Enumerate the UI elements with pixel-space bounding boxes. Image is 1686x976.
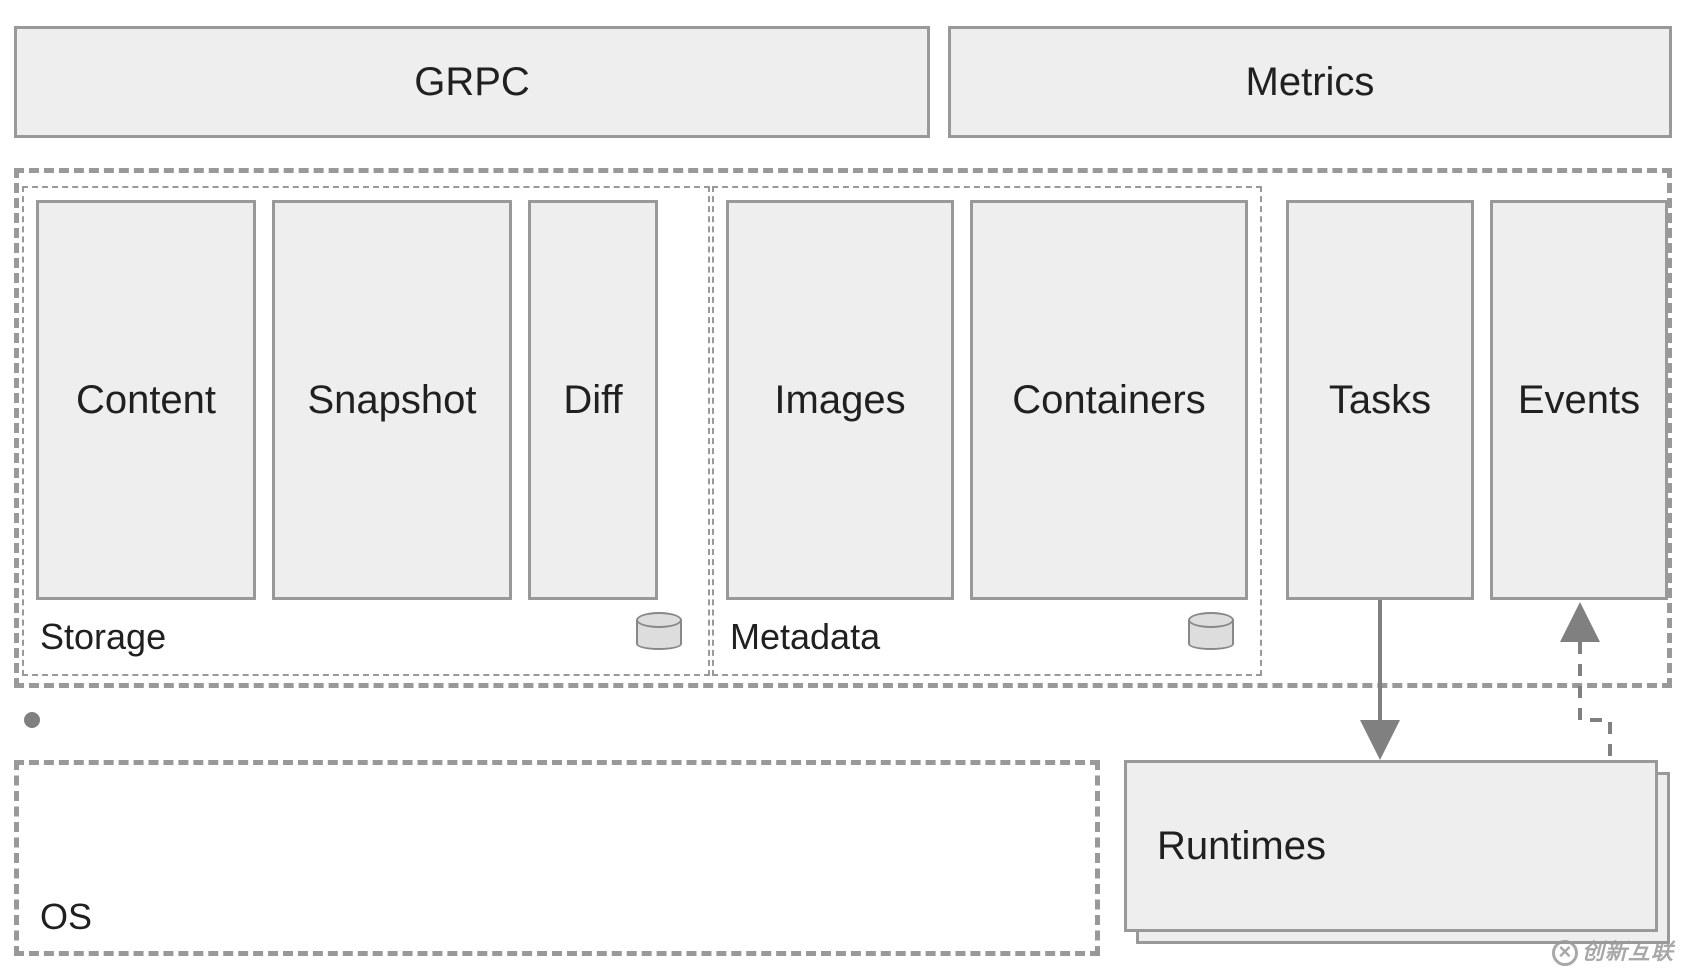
grpc-box: GRPC	[14, 26, 930, 138]
tasks-label: Tasks	[1329, 378, 1431, 423]
watermark: 创新互联	[1552, 934, 1674, 966]
watermark-text: 创新互联	[1582, 939, 1674, 964]
database-icon	[636, 612, 682, 650]
images-box: Images	[726, 200, 954, 600]
watermark-icon	[1552, 940, 1578, 966]
containers-box: Containers	[970, 200, 1248, 600]
content-label: Content	[76, 378, 216, 423]
database-icon	[1188, 612, 1234, 650]
diff-label: Diff	[563, 378, 622, 423]
events-label: Events	[1518, 378, 1640, 423]
os-group-label: OS	[40, 896, 92, 938]
diagram-canvas: GRPC Metrics Storage Content Snapshot Di…	[0, 0, 1686, 976]
metrics-box: Metrics	[948, 26, 1672, 138]
diff-box: Diff	[528, 200, 658, 600]
grpc-label: GRPC	[414, 60, 530, 105]
runtimes-box: Runtimes	[1124, 760, 1658, 932]
containers-label: Containers	[1012, 378, 1205, 423]
metrics-label: Metrics	[1246, 60, 1375, 105]
metadata-group-label: Metadata	[730, 616, 880, 658]
tasks-box: Tasks	[1286, 200, 1474, 600]
connector-dot	[24, 712, 40, 728]
runtimes-label: Runtimes	[1157, 824, 1326, 869]
events-box: Events	[1490, 200, 1668, 600]
images-label: Images	[774, 378, 905, 423]
snapshot-box: Snapshot	[272, 200, 512, 600]
storage-group-label: Storage	[40, 616, 166, 658]
snapshot-label: Snapshot	[307, 378, 476, 423]
content-box: Content	[36, 200, 256, 600]
os-group	[14, 760, 1100, 956]
